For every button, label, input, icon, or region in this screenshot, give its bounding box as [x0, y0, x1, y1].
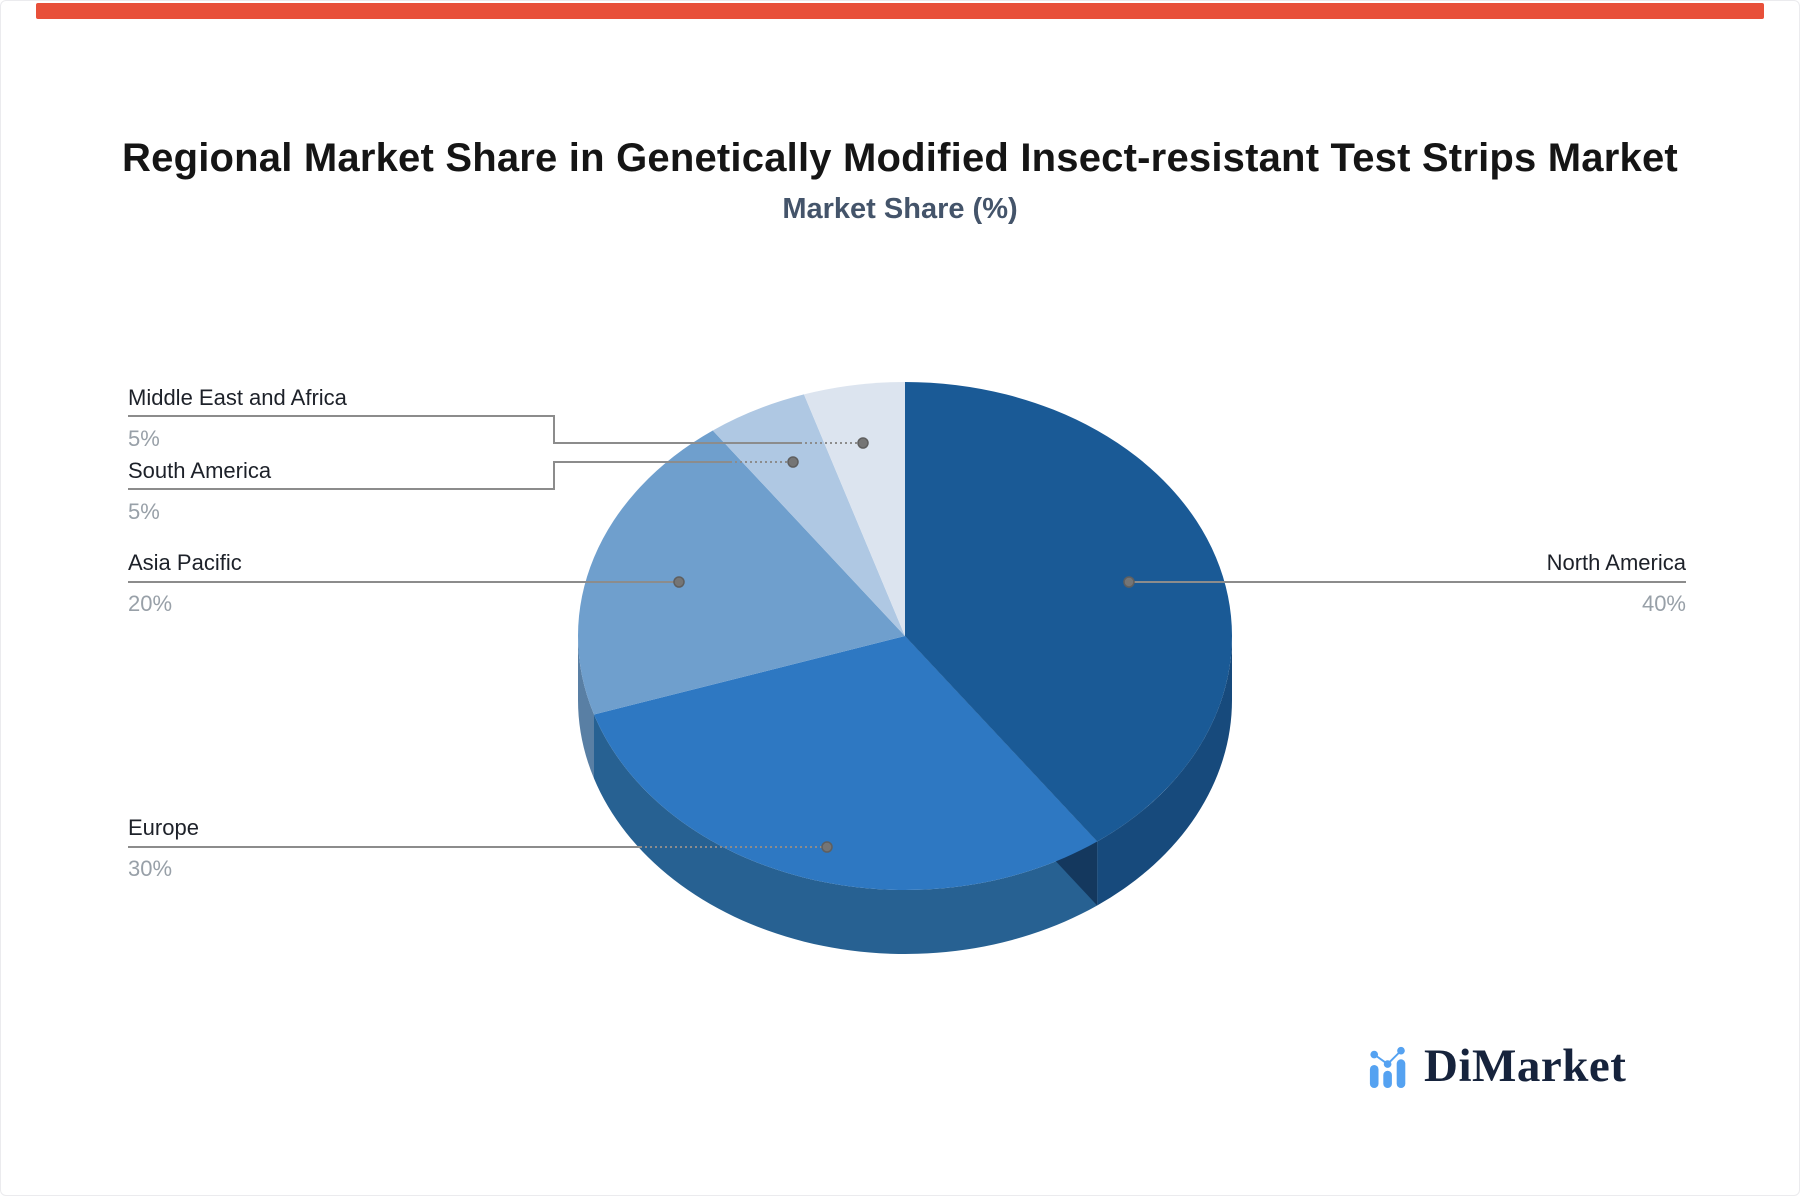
pie-slice-europe: [594, 636, 1098, 891]
leader-dot-middle-east-and-africa: [857, 437, 869, 449]
pie-side-europe: [594, 714, 1098, 955]
slice-percent: 5%: [128, 426, 160, 451]
logo-text: DiMarket: [1424, 1040, 1627, 1092]
leader-dot-south-america: [787, 456, 799, 468]
leader-dot-europe: [821, 841, 833, 853]
slice-label: Middle East and Africa: [128, 385, 347, 410]
slice-label: North America: [1546, 550, 1686, 575]
leader-dot-asia-pacific: [673, 576, 685, 588]
leader-line-south-america: [128, 461, 730, 490]
pie-side-north-america: [1097, 636, 1232, 906]
pie-slice-south-america: [712, 394, 905, 636]
slice-percent: 20%: [128, 591, 173, 616]
pie-side-asia-pacific: [577, 636, 594, 779]
pie-slice-north-america: [905, 382, 1233, 842]
slice-percent: 30%: [128, 856, 173, 881]
leader-dot-north-america: [1123, 576, 1135, 588]
chart-subtitle: Market Share (%): [782, 193, 1018, 225]
callout-south-america: South America 5%: [128, 457, 271, 525]
callout-north-america: North America 40%: [1547, 549, 1686, 617]
leader-line-middle-east-and-africa: [128, 415, 800, 444]
pie-slice-middle-east-and-africa: [803, 382, 905, 636]
chart-title: Regional Market Share in Genetically Mod…: [122, 136, 1678, 180]
slice-label: Europe: [128, 815, 199, 840]
slice-label: Asia Pacific: [128, 550, 242, 575]
slice-percent: 40%: [1641, 591, 1686, 616]
slice-percent: 5%: [128, 499, 160, 524]
callout-asia-pacific: Asia Pacific 20%: [128, 549, 242, 617]
pie-slice-asia-pacific: [577, 430, 905, 715]
top-accent-bar: [36, 3, 1764, 19]
logo: DiMarket: [1368, 1040, 1626, 1092]
bar-line-chart-icon: [1369, 1046, 1406, 1088]
callout-middle-east-africa: Middle East and Africa 5%: [128, 384, 347, 452]
slice-label: South America: [128, 458, 272, 483]
callout-europe: Europe 30%: [128, 814, 199, 882]
